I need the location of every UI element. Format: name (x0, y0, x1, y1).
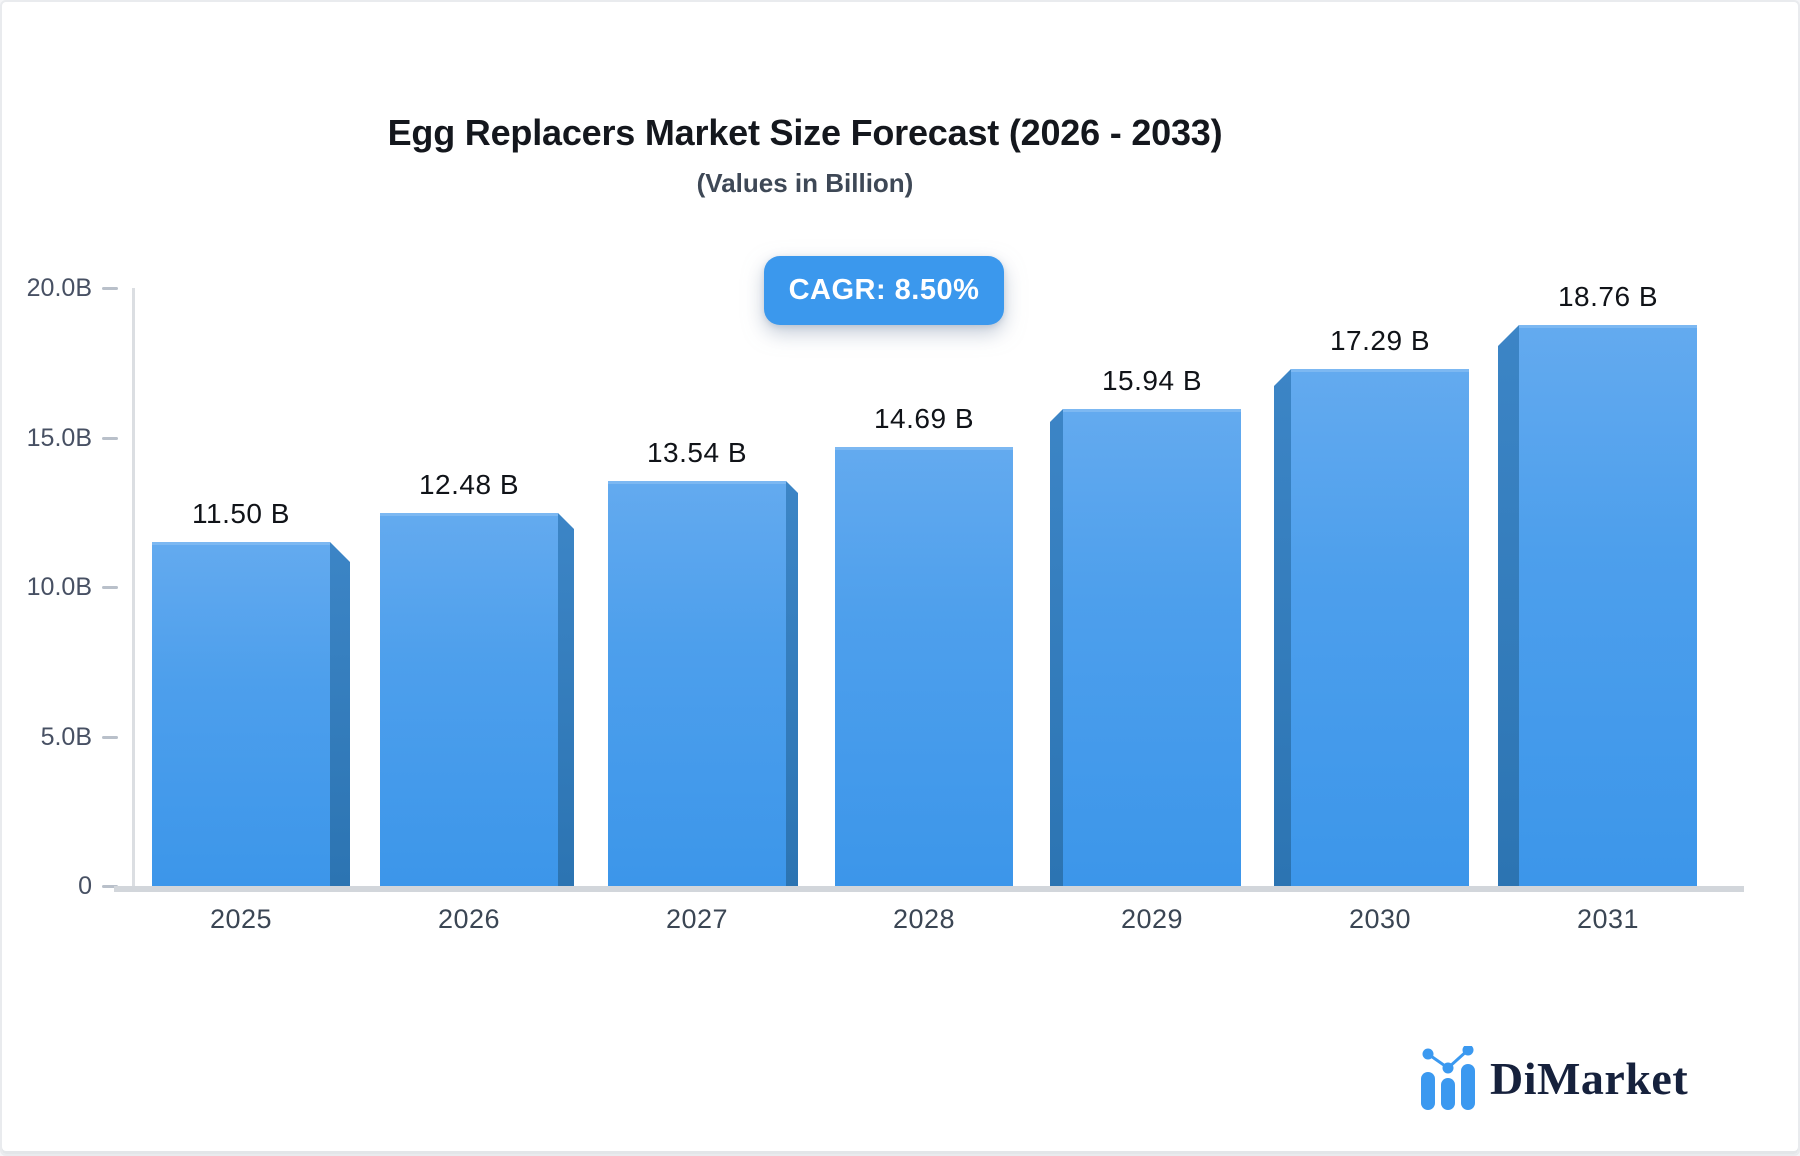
bar-2029 (1063, 409, 1241, 886)
y-tick-mark (102, 885, 118, 888)
bar-2028 (835, 447, 1013, 886)
y-axis-label: 5.0B (40, 722, 92, 751)
chart-title: Egg Replacers Market Size Forecast (2026… (387, 112, 1223, 153)
bar-2025 (152, 542, 330, 886)
bar-2031-side-panel (1498, 325, 1519, 886)
bar-value-label: 18.76 B (1557, 281, 1659, 312)
y-axis-line (132, 288, 135, 886)
bar-value-label: 12.48 B (418, 469, 520, 500)
bar-value-label: 11.50 B (192, 498, 290, 529)
bar-2030-side-panel (1274, 369, 1291, 886)
y-axis-label: 0 (78, 872, 92, 900)
bar-2030 (1291, 369, 1469, 886)
x-axis-label: 2027 (665, 904, 729, 934)
x-axis-label: 2025 (209, 904, 273, 934)
x-axis-label: 2028 (892, 904, 956, 934)
bar-2029-side-panel (1050, 409, 1063, 886)
cagr-badge-label: CAGR: 8.50% (788, 274, 980, 306)
bar-2026-side-panel (558, 513, 574, 886)
y-axis-label: 20.0B (26, 274, 92, 302)
bar-2031 (1519, 325, 1697, 886)
y-tick-mark (102, 735, 118, 739)
bar-2027 (608, 481, 786, 886)
bar-value-label: 17.29 B (1329, 325, 1431, 356)
bar-chart-trend-icon (1421, 1046, 1475, 1110)
bar-value-label: 15.94 B (1101, 365, 1203, 396)
y-tick-mark (102, 586, 118, 589)
x-axis-label: 2026 (437, 904, 501, 934)
x-axis-baseline (114, 886, 1744, 892)
chart-subtitle: (Values in Billion) (696, 168, 914, 198)
y-axis-label: 10.0B (26, 573, 92, 601)
bar-2025-side-panel (330, 542, 350, 886)
bar-value-label: 14.69 B (873, 403, 975, 434)
cagr-badge: CAGR: 8.50% (764, 256, 1004, 325)
y-tick-mark (102, 436, 118, 440)
x-axis-label: 2030 (1348, 904, 1412, 934)
y-axis-label: 15.0B (26, 423, 92, 452)
brand-logo: DiMarket (1420, 1046, 1688, 1110)
bar-value-label: 13.54 B (646, 437, 748, 468)
y-tick-mark (102, 287, 118, 290)
bar-2026 (380, 513, 558, 886)
x-axis-label: 2031 (1576, 904, 1640, 934)
x-axis-label: 2029 (1120, 904, 1184, 934)
brand-logo-text: DiMarket (1490, 1052, 1689, 1104)
bar-2027-side-panel (786, 481, 798, 886)
